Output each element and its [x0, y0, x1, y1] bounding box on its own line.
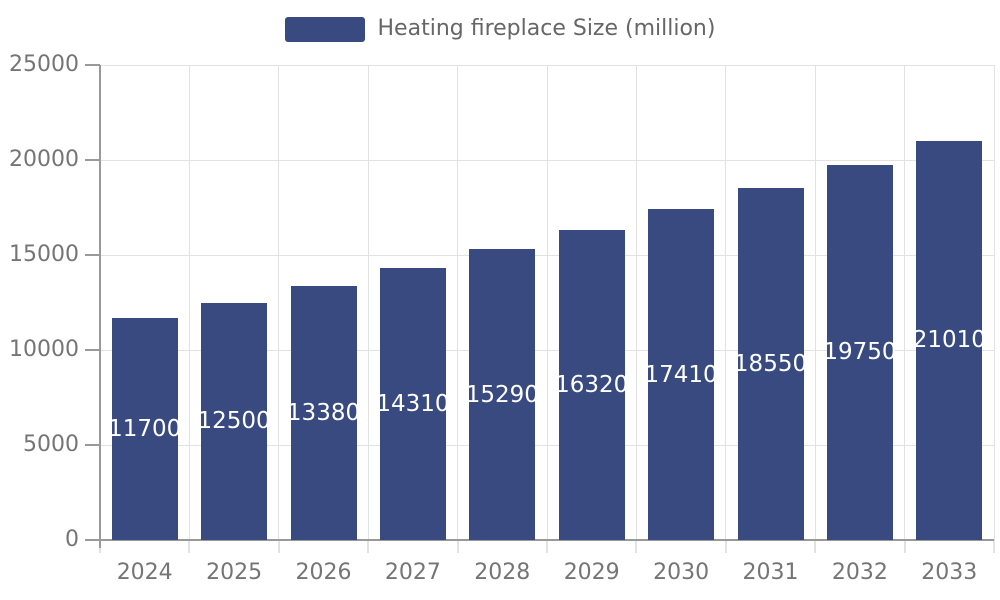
bar-2032[interactable]: 19750	[823, 164, 896, 540]
x-tick	[456, 540, 459, 553]
bar-2033[interactable]: 21010	[913, 140, 986, 540]
y-tick	[85, 444, 100, 446]
bar-2030[interactable]: 17410	[645, 209, 718, 540]
x-tick	[903, 540, 906, 553]
v-gridline	[546, 65, 548, 540]
legend-swatch	[284, 16, 365, 42]
bar-value-label: 12500	[197, 408, 271, 435]
bar-2029[interactable]: 16320	[555, 229, 628, 540]
x-tick	[993, 540, 995, 553]
v-gridline	[993, 65, 995, 540]
bar-value-label: 13380	[286, 399, 361, 426]
v-gridline	[635, 65, 637, 540]
v-gridline	[725, 65, 727, 540]
x-tick-label-2032: 2032	[831, 560, 888, 585]
x-tick-label-2026: 2026	[295, 560, 352, 585]
bar-value-label: 21010	[912, 327, 986, 354]
x-tick-label-2028: 2028	[474, 560, 531, 585]
x-tick-label-2033: 2033	[921, 560, 978, 585]
y-tick	[85, 64, 100, 66]
x-tick-label-2029: 2029	[563, 560, 620, 585]
x-tick	[367, 540, 370, 553]
bar-value-label: 16320	[555, 371, 629, 398]
y-tick-label: 5000	[23, 432, 79, 457]
x-tick-label-2024: 2024	[116, 560, 173, 585]
y-tick-label: 20000	[9, 147, 79, 172]
bar-2027[interactable]: 14310	[376, 268, 449, 540]
x-tick	[277, 540, 280, 553]
y-tick-label: 15000	[9, 242, 79, 267]
bar-value-label: 19750	[823, 339, 897, 366]
v-gridline	[367, 65, 369, 540]
x-tick-label-2030: 2030	[653, 560, 710, 585]
x-tick	[99, 540, 101, 553]
x-tick-label-2027: 2027	[384, 560, 441, 585]
y-tick-label: 10000	[9, 337, 79, 362]
v-gridline	[188, 65, 190, 540]
y-tick-label: 0	[65, 527, 79, 552]
v-gridline	[457, 65, 459, 540]
v-gridline	[814, 65, 816, 540]
x-tick	[188, 540, 191, 553]
legend-label: Heating fireplace Size (million)	[377, 16, 716, 41]
legend-item[interactable]: Heating fireplace Size (million)	[0, 13, 1000, 45]
v-gridline	[904, 65, 906, 540]
x-tick	[635, 540, 638, 553]
x-tick-label-2031: 2031	[742, 560, 799, 585]
bar-2024[interactable]: 11700	[108, 317, 181, 540]
bar-value-label: 15290	[465, 381, 539, 408]
bar-value-label: 14310	[376, 391, 450, 418]
x-tick	[814, 540, 817, 553]
y-tick	[85, 539, 100, 541]
bar-value-label: 18550	[733, 350, 808, 377]
h-gridline	[100, 64, 994, 66]
bar-2031[interactable]: 18550	[734, 187, 807, 540]
y-tick	[85, 349, 100, 351]
bar-2026[interactable]: 13380	[287, 285, 360, 540]
y-tick-label: 25000	[9, 52, 79, 77]
bar-2025[interactable]: 12500	[198, 302, 271, 540]
bar-2028[interactable]: 15290	[466, 249, 539, 540]
x-tick	[724, 540, 727, 553]
bar-value-label: 11700	[108, 415, 182, 442]
bar-value-label: 17410	[644, 361, 718, 388]
x-tick	[546, 540, 548, 553]
y-axis-line	[98, 65, 101, 548]
v-gridline	[278, 65, 280, 540]
y-tick	[85, 254, 100, 256]
x-tick-label-2025: 2025	[206, 560, 263, 585]
h-gridline	[100, 159, 994, 161]
y-tick	[85, 159, 100, 161]
